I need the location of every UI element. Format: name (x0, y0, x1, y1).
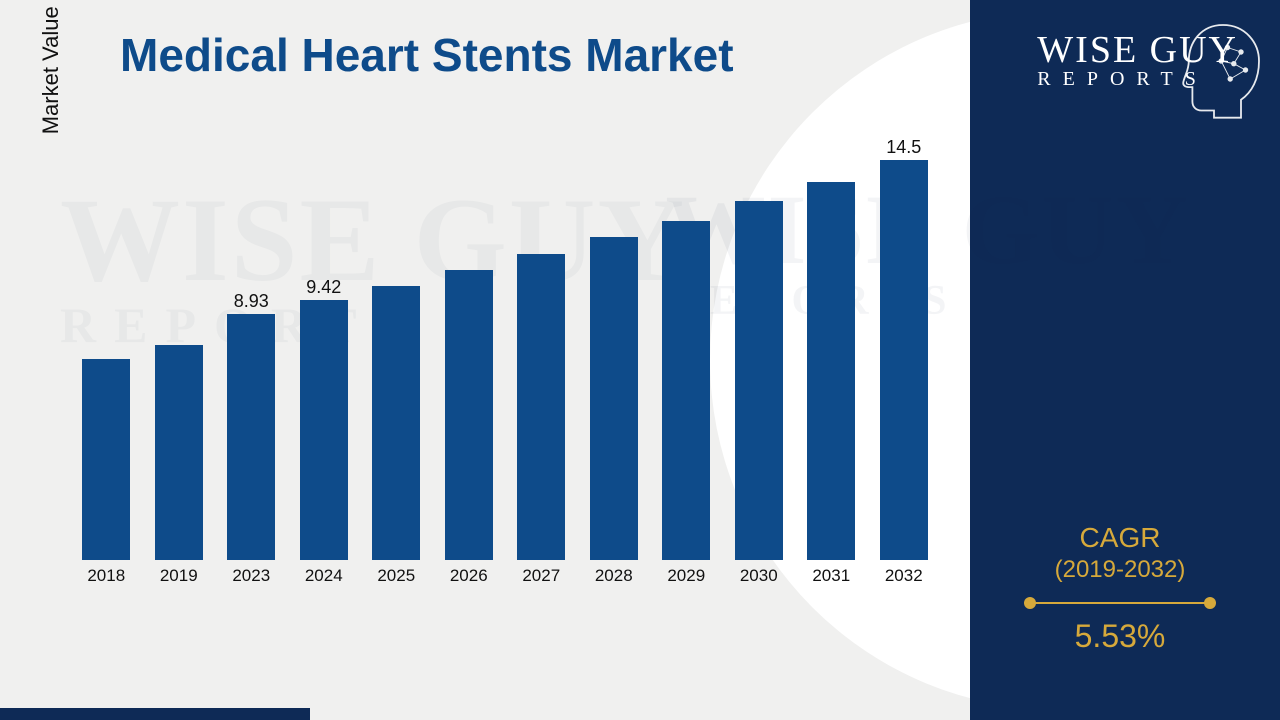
x-axis-label: 2031 (812, 566, 850, 586)
bar-slot: 2030 (723, 160, 796, 560)
bar-slot: 2028 (578, 160, 651, 560)
cagr-divider (1030, 602, 1210, 604)
bar (445, 270, 493, 560)
brand-name-line2: REPORTS (1037, 68, 1238, 91)
bar-slot: 2025 (360, 160, 433, 560)
chart-title: Medical Heart Stents Market (120, 28, 734, 82)
x-axis-label: 2030 (740, 566, 778, 586)
bar (227, 314, 275, 560)
brand-name-line1: WISE GUY (1037, 28, 1238, 72)
bar (300, 300, 348, 560)
x-axis-label: 2032 (885, 566, 923, 586)
x-axis-label: 2025 (377, 566, 415, 586)
bar-slot: 2018 (70, 160, 143, 560)
bar-slot: 14.52032 (868, 160, 941, 560)
bar (590, 237, 638, 560)
bar (82, 359, 130, 560)
x-axis-label: 2027 (522, 566, 560, 586)
x-axis-label: 2028 (595, 566, 633, 586)
cagr-label: CAGR (1030, 522, 1210, 554)
x-axis-label: 2029 (667, 566, 705, 586)
cagr-value: 5.53% (1030, 618, 1210, 655)
bar (880, 160, 928, 560)
bar-slot: 8.932023 (215, 160, 288, 560)
bar (372, 286, 420, 560)
infographic-page: WISE GUYREPORTS WISE GUYREPORTS Medical … (0, 0, 1280, 720)
bar-slot: 2029 (650, 160, 723, 560)
bar-value-label: 14.5 (886, 137, 921, 158)
x-axis-label: 2018 (87, 566, 125, 586)
x-axis-label: 2024 (305, 566, 343, 586)
bar-slot: 2019 (143, 160, 216, 560)
bar (735, 201, 783, 560)
bar (807, 182, 855, 560)
cagr-box: CAGR (2019-2032) 5.53% (1030, 522, 1210, 655)
bar-value-label: 9.42 (306, 277, 341, 298)
bar-chart: 201820198.9320239.4220242025202620272028… (70, 160, 940, 590)
bottom-strip (0, 708, 310, 720)
bar-slot: 2031 (795, 160, 868, 560)
bar-slot: 9.422024 (288, 160, 361, 560)
bar-value-label: 8.93 (234, 291, 269, 312)
bar-slot: 2026 (433, 160, 506, 560)
x-axis-label: 2019 (160, 566, 198, 586)
bar (517, 254, 565, 560)
bar (662, 221, 710, 560)
bar (155, 345, 203, 560)
x-axis-label: 2023 (232, 566, 270, 586)
x-axis-label: 2026 (450, 566, 488, 586)
bar-slot: 2027 (505, 160, 578, 560)
brand-logo: WISE GUY REPORTS (1037, 28, 1238, 91)
y-axis-label: Market Value in USD Billion (38, 0, 64, 200)
bars-container: 201820198.9320239.4220242025202620272028… (70, 160, 940, 560)
cagr-range: (2019-2032) (1030, 556, 1210, 584)
